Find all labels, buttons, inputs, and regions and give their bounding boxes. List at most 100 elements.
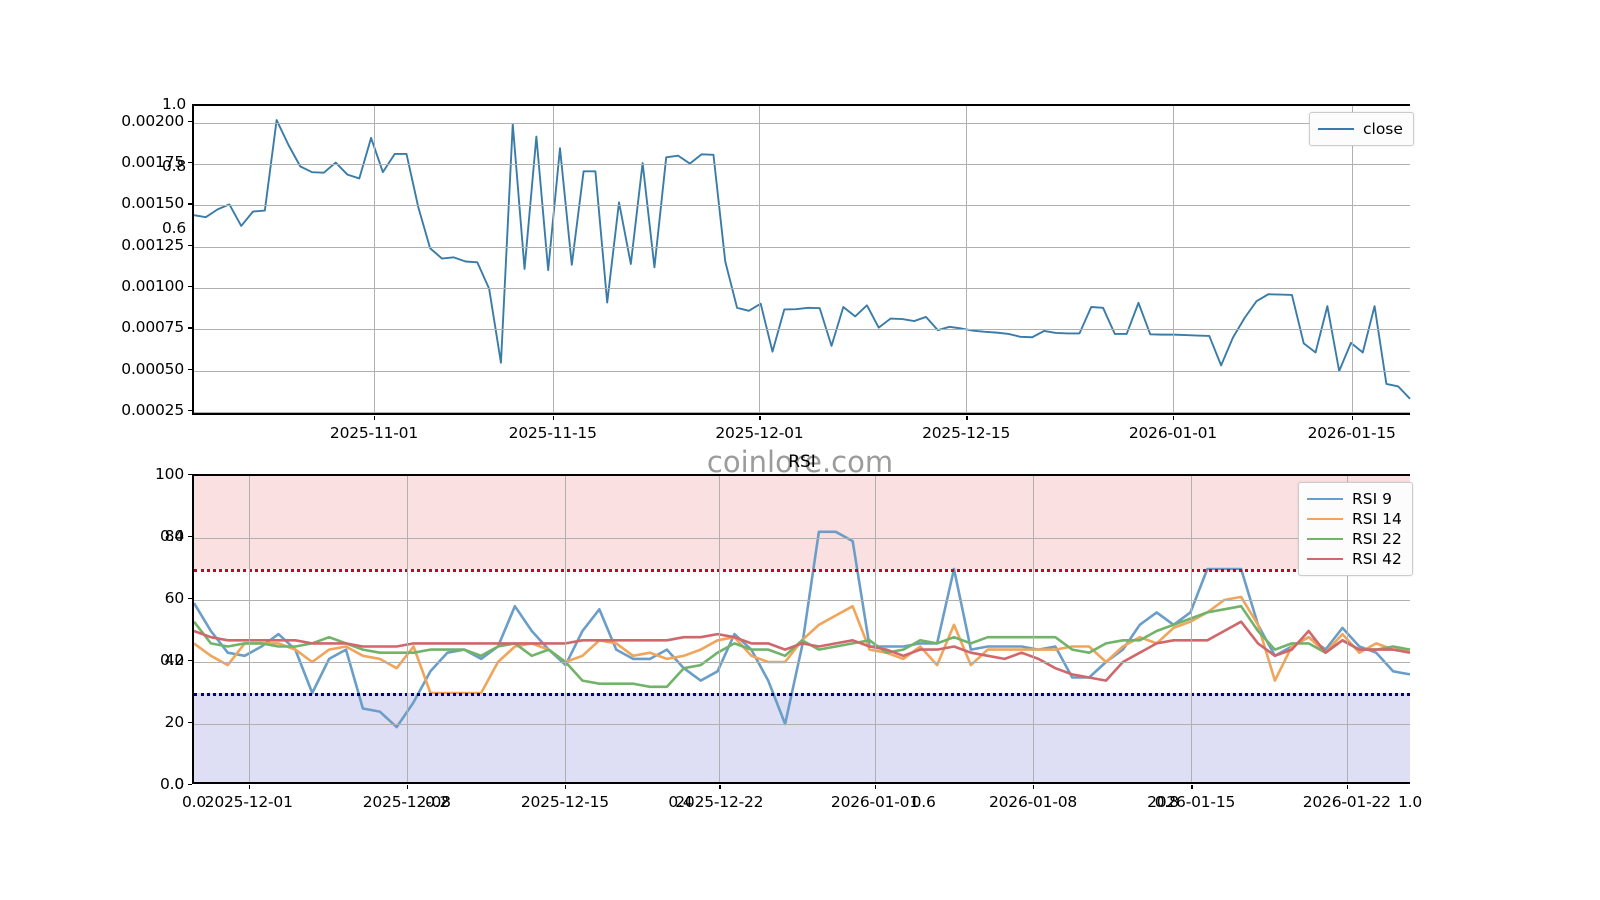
rsi-y-tick xyxy=(188,598,192,600)
rsi-y-tick xyxy=(188,536,192,538)
price-y-tick xyxy=(188,285,192,288)
close-price-line xyxy=(193,119,1411,400)
rsi-y-tick-label: 0 xyxy=(174,775,184,793)
price-y-overlay-label: 0.8 xyxy=(161,157,186,176)
rsi-y-tick-label: 60 xyxy=(164,589,185,607)
rsi-gridline-h xyxy=(194,662,1410,663)
price-x-tick xyxy=(373,416,376,420)
rsi-x-tick-label: 2025-12-01 xyxy=(204,793,293,811)
rsi-gridline-h xyxy=(194,724,1410,725)
legend-item-rsi-42[interactable]: RSI 42 xyxy=(1307,549,1402,569)
legend-item-rsi-22[interactable]: RSI 22 xyxy=(1307,529,1402,549)
price-y-tick-label: 0.00125 xyxy=(121,235,184,254)
rsi-x-tick-label: 2025-12-22 xyxy=(675,793,764,811)
rsi-gridline-v xyxy=(564,476,566,782)
rsi-x-tick-label: 2026-01-15 xyxy=(1147,793,1236,811)
legend-label: RSI 22 xyxy=(1352,530,1402,548)
price-gridline-h xyxy=(194,163,1410,165)
price-x-tick-label: 2025-12-01 xyxy=(715,424,804,442)
legend-label: RSI 9 xyxy=(1352,490,1392,508)
close-series-path xyxy=(193,119,1411,400)
rsi-series-lines xyxy=(192,530,1411,729)
rsi-y-overlay-label: 0.0 xyxy=(159,775,184,793)
rsi-gridline-v xyxy=(248,476,250,782)
legend-label: RSI 42 xyxy=(1352,550,1402,568)
rsi-chart-plot-area xyxy=(192,474,1411,784)
price-gridline-h xyxy=(194,370,1410,372)
price-gridline-h xyxy=(194,205,1410,207)
price-y-tick-label: 0.00025 xyxy=(121,401,184,420)
overbought-band xyxy=(194,476,1410,569)
rsi-gridline-v xyxy=(874,476,876,782)
rsi-y-tick-label: 20 xyxy=(164,713,185,731)
rsi-x-tick xyxy=(874,785,877,789)
price-y-tick-label: 0.00150 xyxy=(121,194,184,213)
price-gridline-v xyxy=(552,106,554,413)
price-x-tick-label: 2026-01-15 xyxy=(1307,424,1396,442)
price-y-tick xyxy=(188,120,192,122)
rsi-x-overlay-label: 0.4 xyxy=(668,793,693,811)
legend-label: RSI 14 xyxy=(1352,510,1402,528)
price-y-tick-label: 0.00100 xyxy=(121,276,184,295)
legend-item-close[interactable]: close xyxy=(1318,119,1403,139)
rsi-gridline-h xyxy=(194,538,1410,539)
rsi-series-path-rsi-42 xyxy=(193,620,1411,682)
rsi-x-overlay-label: 1.0 xyxy=(1397,793,1423,811)
overbought-threshold-line xyxy=(194,569,1410,572)
legend-swatch-icon xyxy=(1318,128,1354,130)
oversold-threshold-line xyxy=(194,693,1410,696)
rsi-x-tick-label: 2025-12-08 xyxy=(362,793,451,811)
rsi-y-tick xyxy=(188,722,192,724)
rsi-y-tick xyxy=(188,784,192,786)
price-y-tick xyxy=(188,410,192,412)
rsi-chart-legend[interactable]: RSI 9 RSI 14 RSI 22 RSI 42 xyxy=(1298,482,1413,576)
rsi-y-tick-label: 80 xyxy=(164,527,185,545)
price-y-tick-label: 0.00075 xyxy=(121,318,184,337)
rsi-chart-title: RSI xyxy=(788,452,816,472)
rsi-series-path-rsi-22 xyxy=(192,604,1411,689)
rsi-gridline-v xyxy=(1033,476,1035,782)
price-gridline-h xyxy=(194,329,1410,331)
legend-label: close xyxy=(1363,120,1403,138)
rsi-x-tick xyxy=(1033,785,1035,789)
rsi-x-tick-label: 2025-12-15 xyxy=(520,793,609,811)
legend-item-rsi-9[interactable]: RSI 9 xyxy=(1307,489,1402,509)
rsi-x-tick xyxy=(248,785,251,789)
rsi-y-tick-label: 40 xyxy=(164,651,185,669)
price-gridline-v xyxy=(1351,106,1353,413)
price-y-tick-label: 0.00175 xyxy=(121,152,184,171)
rsi-gridline-h xyxy=(194,600,1410,601)
rsi-x-tick xyxy=(564,785,567,789)
price-y-tick-label: 0.00200 xyxy=(121,111,184,130)
watermark: coinlore.com xyxy=(706,445,894,479)
price-x-tick-label: 2025-12-15 xyxy=(922,424,1011,442)
price-x-tick xyxy=(966,416,968,420)
price-chart-plot-area xyxy=(193,104,1411,415)
legend-swatch-icon xyxy=(1307,518,1343,520)
price-gridline-v xyxy=(966,106,968,413)
rsi-x-overlay-label: 0.0 xyxy=(181,793,207,811)
legend-swatch-icon xyxy=(1307,538,1343,540)
price-x-tick xyxy=(552,416,555,420)
rsi-x-overlay-label: 0.6 xyxy=(911,793,936,811)
rsi-y-overlay-label: 0.4 xyxy=(159,527,184,545)
rsi-y-tick-label: 100 xyxy=(155,465,184,483)
rsi-y-tick xyxy=(188,660,192,662)
rsi-y-axis-spine xyxy=(192,474,195,784)
rsi-gridline-v xyxy=(719,476,721,782)
rsi-x-tick xyxy=(406,785,409,789)
price-gridline-h xyxy=(194,246,1410,248)
rsi-x-tick xyxy=(719,785,721,789)
rsi-x-overlay-label: 0.8 xyxy=(1154,793,1179,811)
price-chart-legend[interactable]: close xyxy=(1309,112,1414,146)
rsi-gridline-v xyxy=(1346,476,1348,782)
price-y-tick xyxy=(188,244,192,246)
rsi-x-overlay-label: 0.2 xyxy=(425,793,450,811)
price-gridline-h xyxy=(194,287,1410,289)
legend-item-rsi-14[interactable]: RSI 14 xyxy=(1307,509,1402,529)
price-gridline-h xyxy=(194,412,1410,414)
price-x-tick-label: 2026-01-01 xyxy=(1128,424,1217,442)
price-gridline-v xyxy=(759,106,761,413)
rsi-gridline-v xyxy=(406,476,408,782)
